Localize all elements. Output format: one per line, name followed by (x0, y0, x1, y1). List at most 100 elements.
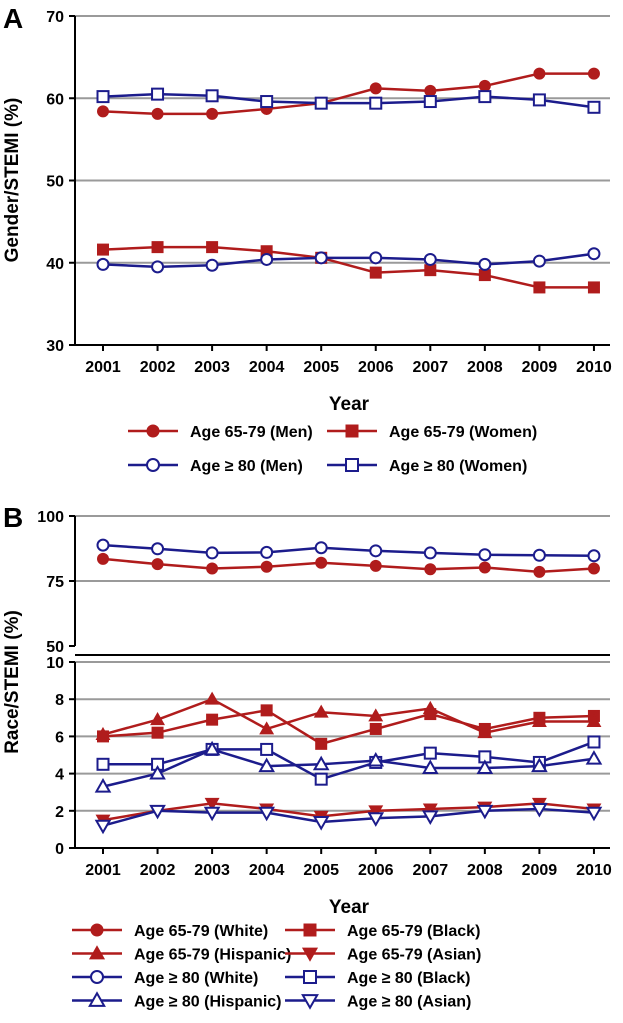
panel-b-legend-label: Age ≥ 80 (Hispanic) (134, 994, 281, 1011)
panel-b-legend: Age 65-79 (White) Age 65-79 (Black) Age 65… (72, 923, 481, 1011)
panel-b-data-point (532, 548, 546, 562)
panel-b-series-line (102, 557, 595, 574)
panel-a-legend-label: Age ≥ 80 (Women) (389, 458, 527, 475)
panel-b-data-point (476, 759, 494, 774)
panel-a-data-point (369, 266, 382, 279)
panel-b-y-ticks: 50 75 100 0 2 4 6 8 10 (37, 509, 75, 858)
panel-b-data-point (421, 759, 439, 774)
panel-a-legend-marker (345, 458, 359, 472)
panel-b-x-tick-label: 2008 (467, 862, 503, 879)
panel-b-series-age-ge-80-asian (94, 802, 603, 835)
panel-b-data-point (477, 725, 493, 739)
panel-a-x-tick-label: 2002 (140, 359, 176, 376)
panel-b-data-point (421, 810, 439, 825)
panel-a-data-point (587, 67, 600, 80)
panel-a-data-point (369, 251, 383, 265)
panel-b-legend-label: Age 65-79 (Asian) (347, 947, 481, 964)
panel-b-data-point (587, 562, 600, 575)
panel-a-series-age-ge-80-men (96, 247, 601, 274)
panel-b-legend-label: Age ≥ 80 (Asian) (347, 994, 471, 1011)
panel-b-legend-item: Age 65-79 (Black) (285, 923, 480, 940)
panel-a-data-point (478, 269, 491, 282)
panel-b-x-tick-label: 2010 (576, 862, 612, 879)
panel-b-series-age-ge-80-white (96, 538, 601, 563)
panel-b-legend-label: Age 65-79 (White) (134, 923, 268, 940)
panel-a-data-point (206, 107, 219, 120)
panel-b-data-point (258, 757, 275, 773)
panel-a-data-point (369, 82, 382, 95)
panel-b-legend-marker (88, 991, 106, 1007)
panel-b-label: B (3, 502, 23, 533)
panel-b-data-point (313, 704, 329, 718)
panel-b-series-line (103, 740, 595, 781)
panel-a-data-point (151, 107, 164, 120)
panel-a-x-tick-label: 2007 (413, 359, 449, 376)
panel-a-x-axis-title: Year (329, 394, 370, 415)
panel-a-x-tick-label: 2004 (249, 359, 285, 376)
panel-b-data-point (478, 561, 491, 574)
panel-b-y-tick-label: 2 (55, 804, 64, 821)
panel-b-legend-marker (301, 994, 319, 1010)
panel-b-series-line (102, 709, 594, 746)
panel-a-series-line (102, 92, 595, 109)
panel-a-legend: Age 65-79 (Men) Age 65-79 (Women) Age ≥ 80… (128, 424, 537, 475)
panel-b-data-point (150, 712, 166, 726)
panel-b-legend-item: Age 65-79 (Hispanic) (72, 945, 291, 964)
panel-b-data-point (94, 819, 112, 835)
panel-b-data-point (151, 542, 165, 556)
panel-a-data-point (587, 247, 601, 261)
panel-a-x-tick-label: 2005 (303, 359, 339, 376)
panel-b-y-tick-label: 50 (46, 639, 64, 656)
panel-a-data-point (260, 252, 274, 266)
panel-b-data-point (369, 559, 382, 572)
panel-b-data-point (368, 708, 384, 722)
panel-b-legend-item: Age ≥ 80 (Asian) (285, 994, 471, 1011)
panel-a-x-ticks: 2001 2002 2003 2004 2005 2006 2007 2008 2009 2010 (85, 345, 612, 376)
panel-b-data-point (367, 751, 385, 767)
panel-b-data-point (422, 803, 438, 817)
panel-b-data-point (476, 804, 494, 820)
panel-a-x-tick-label: 2008 (467, 359, 503, 376)
panel-a-data-point (533, 281, 546, 294)
panel-b-x-tick-label: 2003 (194, 862, 230, 879)
panel-b-data-point (422, 700, 438, 714)
panel-b-y-tick-label: 4 (55, 767, 64, 784)
panel-b-y-tick-label: 0 (55, 841, 64, 858)
panel-b-y-tick-label: 8 (55, 692, 64, 709)
panel-b-series-line (102, 543, 594, 558)
panel-b-data-point (585, 806, 603, 822)
panel-a-data-point (205, 89, 219, 103)
panel-a-data-point (478, 257, 492, 271)
panel-a-legend-item: Age ≥ 80 (Women) (327, 458, 527, 475)
panel-b-data-point (203, 740, 221, 756)
panel-b-legend-marker (303, 923, 317, 937)
panel-b-series (94, 538, 603, 835)
panel-a-x-tick-label: 2006 (358, 359, 394, 376)
panel-b-series-age-65-79-asian (95, 797, 602, 828)
panel-a-series (96, 67, 601, 294)
panel-b-data-point (258, 806, 275, 822)
panel-b-legend-marker (301, 947, 319, 962)
panel-a-series-age-ge-80-women (96, 87, 601, 114)
panel-b-y-tick-label: 6 (55, 729, 64, 746)
panel-b-data-point (204, 691, 220, 705)
panel-a-data-point (423, 95, 437, 109)
panel-b-data-point (206, 713, 219, 726)
panel-b-legend-marker (303, 970, 317, 984)
panel-a-y-tick-label: 70 (46, 9, 64, 26)
panel-b-data-point (423, 546, 437, 560)
panel-a-data-point (96, 90, 110, 104)
panel-b-data-point (204, 797, 220, 811)
panel-a-legend-label: Age 65-79 (Women) (389, 424, 537, 441)
panel-a-y-axis-title: Gender/STEMI (%) (2, 98, 23, 263)
panel-b-series-age-65-79-white (97, 552, 600, 578)
panel-a-legend-label: Age 65-79 (Men) (190, 424, 313, 441)
panel-b-data-point (151, 726, 164, 739)
panel-a-data-point (587, 100, 601, 114)
panel-a-data-point (151, 87, 165, 101)
panel-b-y-axis-title: Race/STEMI (%) (2, 610, 23, 754)
panel-a-x-tick-label: 2010 (576, 359, 612, 376)
panel-b-data-point (587, 549, 601, 563)
panel-b-data-point (260, 742, 274, 756)
panel-a-series-age-65-79-men (97, 67, 600, 120)
